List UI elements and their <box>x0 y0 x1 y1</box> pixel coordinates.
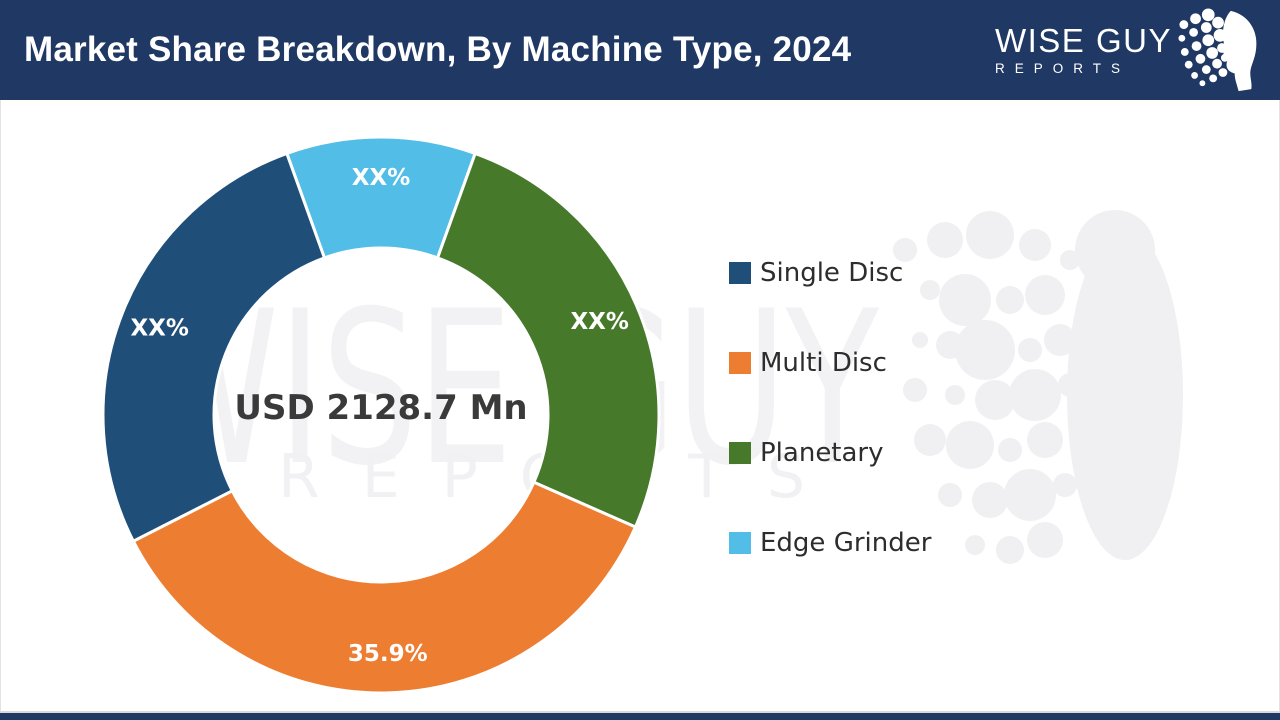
legend-item-single-disc: Single Disc <box>729 260 931 286</box>
segment-percent-label-multi-disc: 35.9% <box>348 641 428 667</box>
footer-bar <box>0 713 1280 720</box>
page-title: Market Share Breakdown, By Machine Type,… <box>24 30 852 69</box>
legend-swatch-planetary <box>729 442 751 464</box>
wise-guy-reports-logo: WISE GUY REPORTS <box>995 8 1264 92</box>
legend-swatch-edge-grinder <box>729 532 751 554</box>
logo-wordmark: WISE GUY <box>994 22 1172 60</box>
legend-swatch-single-disc <box>729 262 751 284</box>
donut-segment-planetary <box>435 151 661 529</box>
segment-percent-label-single-disc: XX% <box>130 315 189 341</box>
legend-item-planetary: Planetary <box>729 440 931 466</box>
donut-segment-multi-disc <box>131 480 638 695</box>
footer-divider-line <box>0 711 1280 713</box>
legend-item-edge-grinder: Edge Grinder <box>729 530 931 556</box>
header-bar: Market Share Breakdown, By Machine Type,… <box>0 0 1280 100</box>
watermark-text-wise-guy: WISE GUY <box>128 265 879 512</box>
legend-label-planetary: Planetary <box>760 438 884 468</box>
chart-legend: Single Disc Multi Disc Planetary Edge Gr… <box>729 260 931 620</box>
logo-dotted-face-icon <box>1178 8 1257 92</box>
legend-label-multi-disc: Multi Disc <box>760 348 887 378</box>
logo-text: WISE GUY REPORTS <box>995 24 1172 76</box>
legend-swatch-multi-disc <box>729 352 751 374</box>
donut-segment-single-disc <box>101 151 327 544</box>
logo-subtitle: REPORTS <box>994 60 1130 76</box>
watermark-dotted-head-graphic <box>893 210 1183 564</box>
legend-item-multi-disc: Multi Disc <box>729 350 931 376</box>
donut-center-value: USD 2128.7 Mn <box>234 388 528 428</box>
legend-label-single-disc: Single Disc <box>760 258 904 288</box>
legend-label-edge-grinder: Edge Grinder <box>760 528 932 558</box>
segment-percent-label-edge-grinder: XX% <box>352 165 411 191</box>
left-frame-line <box>0 100 1 711</box>
segment-percent-label-planetary: XX% <box>570 309 629 335</box>
